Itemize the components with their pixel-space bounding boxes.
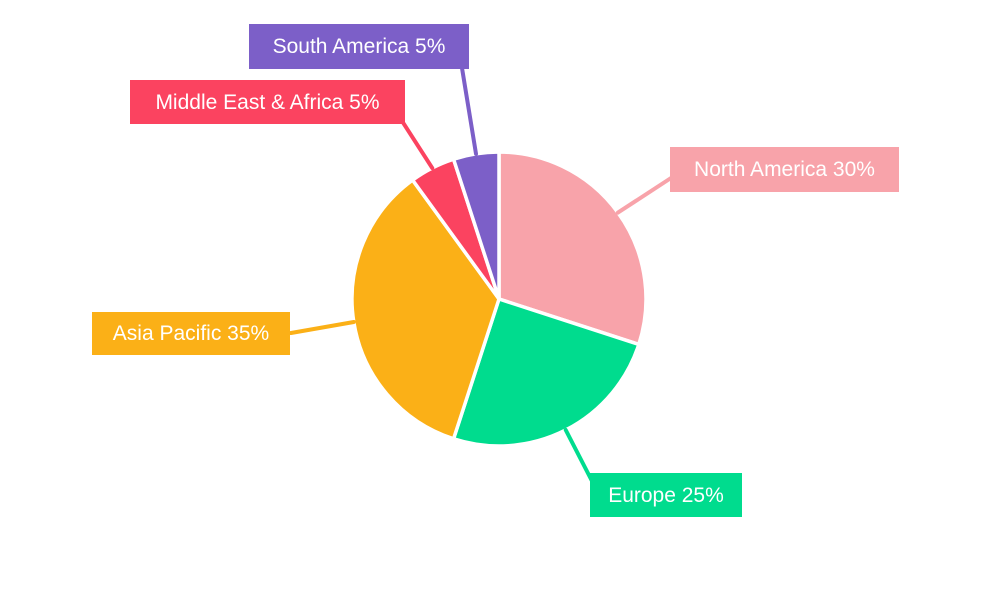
callout-line-asia-pacific — [289, 320, 356, 335]
label-south-america: South America 5% — [249, 24, 469, 69]
label-middle-east-africa: Middle East & Africa 5% — [130, 80, 405, 124]
callout-line-europe — [563, 427, 595, 485]
label-asia-pacific: Asia Pacific 35% — [92, 312, 290, 355]
label-europe: Europe 25% — [590, 473, 742, 517]
label-north-america: North America 30% — [670, 147, 899, 192]
callout-line-south-america — [460, 66, 478, 156]
callout-line-middle-east-africa — [400, 119, 435, 171]
callout-line-north-america — [615, 176, 673, 215]
